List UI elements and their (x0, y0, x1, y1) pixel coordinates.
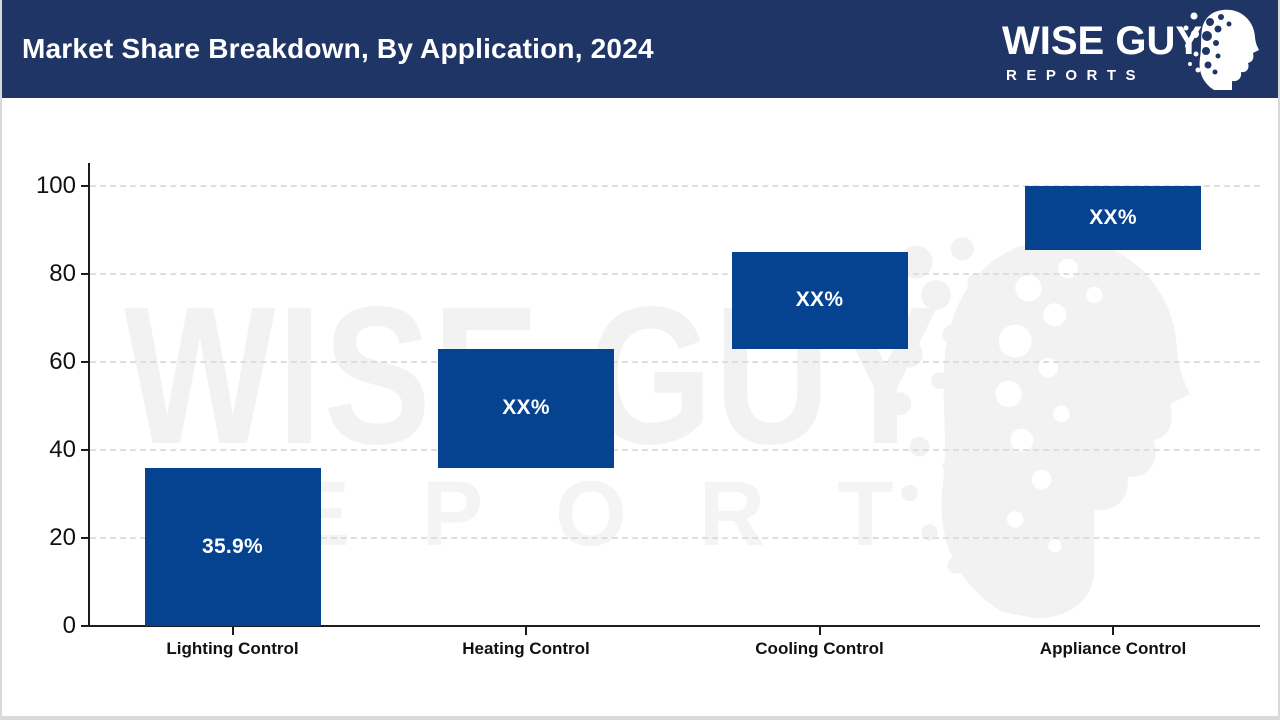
bar-lighting-control: 35.9% (144, 468, 321, 626)
x-tick-4 (1112, 627, 1114, 635)
head-silhouette-icon (1183, 9, 1259, 90)
bar-appliance-control: XX% (1025, 186, 1201, 250)
gridline-80 (90, 273, 1260, 275)
y-tick-label-100: 100 (35, 172, 76, 199)
y-tick-label-60: 60 (49, 348, 76, 375)
y-tick-label-20: 20 (49, 524, 76, 551)
gridline-100 (90, 185, 1260, 187)
bar-value-label: 35.9% (201, 535, 264, 558)
bar-cooling-control: XX% (731, 252, 908, 349)
gridline-40 (90, 449, 1260, 451)
chart-title: Market Share Breakdown, By Application, … (22, 33, 654, 64)
wiseguy-logo-graphic: WISE GUY REPORTS (1002, 9, 1259, 90)
category-label-cooling-control: Cooling Control (755, 639, 884, 658)
y-tick-label-0: 0 (62, 612, 76, 639)
wiseguy-logo: WISE GUY REPORTS (1002, 6, 1260, 92)
logo-wordmark: WISE GUY (1002, 19, 1202, 63)
category-label-lighting-control: Lighting Control (166, 639, 299, 658)
y-tick-40 (81, 449, 89, 451)
bar-value-label: XX% (795, 288, 844, 312)
y-tick-0 (81, 625, 89, 627)
y-axis-spine (88, 163, 90, 627)
bar-heating-control: XX% (438, 348, 614, 468)
x-tick-1 (231, 627, 234, 635)
category-label-heating-control: Heating Control (462, 639, 590, 658)
logo-subtext: REPORTS (1006, 67, 1145, 84)
y-tick-80 (81, 273, 89, 275)
x-tick-3 (818, 627, 821, 635)
y-tick-100 (81, 185, 89, 187)
x-axis-spine (88, 625, 1260, 627)
header: Market Share Breakdown, By Application, … (2, 0, 1278, 98)
y-tick-20 (81, 537, 89, 539)
y-tick-label-80: 80 (49, 260, 76, 287)
bar-value-label: XX% (502, 396, 550, 420)
gridline-20 (90, 537, 1260, 539)
y-tick-label-40: 40 (49, 436, 76, 463)
gridline-60 (90, 361, 1260, 363)
y-tick-60 (81, 361, 89, 363)
category-label-appliance-control: Appliance Control (1039, 639, 1187, 658)
bar-value-label: XX% (1089, 205, 1137, 229)
x-tick-2 (525, 627, 527, 635)
watermark-head-silhouette (886, 237, 1191, 619)
